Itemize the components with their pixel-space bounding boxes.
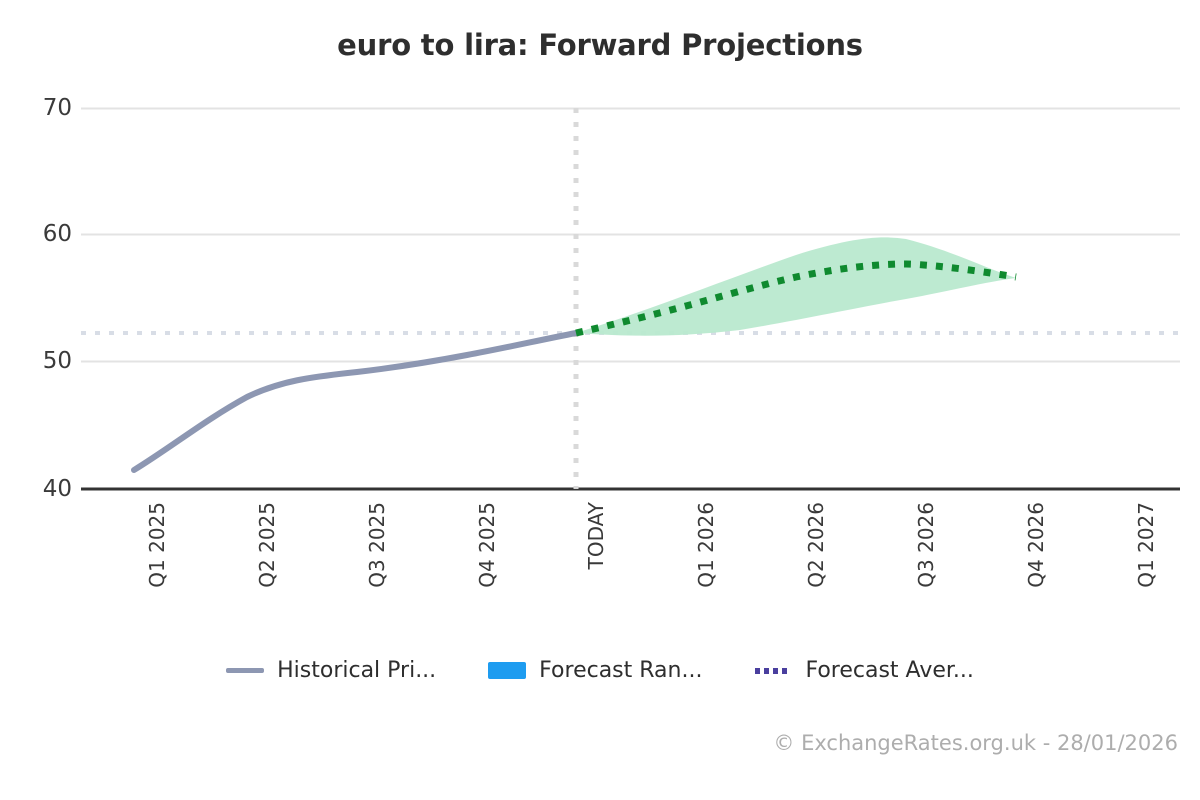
legend-line-swatch-icon — [226, 668, 265, 673]
x-tick-label-q1-2027: Q1 2027 — [1134, 502, 1158, 588]
x-tick-label-q4-2025: Q4 2025 — [475, 502, 499, 588]
forecast-range-band — [576, 237, 1016, 336]
legend-item-historical-price[interactable]: Historical Pri... — [226, 658, 436, 683]
y-tick-label-50: 50 — [42, 348, 72, 374]
x-tick-label-q2-2026: Q2 2026 — [804, 502, 828, 588]
y-gridlines — [81, 107, 1180, 363]
legend-label-forecast-average: Forecast Aver... — [805, 658, 974, 683]
legend-patch-swatch-icon — [488, 662, 527, 679]
chart-legend: Historical Pri... Forecast Ran... Foreca… — [0, 658, 1200, 683]
forecast-average-line — [575, 260, 1017, 337]
footer-credit: © ExchangeRates.org.uk - 28/01/2026 — [773, 731, 1178, 755]
y-tick-label-70: 70 — [42, 95, 72, 121]
legend-item-forecast-range[interactable]: Forecast Ran... — [488, 658, 702, 683]
historical-price-line — [131, 330, 579, 473]
x-tick-label-q1-2026: Q1 2026 — [694, 502, 718, 588]
x-tick-label-q3-2025: Q3 2025 — [365, 502, 389, 588]
x-tick-label-q1-2025: Q1 2025 — [145, 502, 169, 588]
x-tick-label-q4-2026: Q4 2026 — [1024, 502, 1048, 588]
x-tick-label-today: TODAY — [584, 502, 608, 570]
legend-dotted-swatch-icon — [755, 667, 792, 674]
x-tick-label-q3-2026: Q3 2026 — [914, 502, 938, 588]
y-tick-label-40: 40 — [42, 476, 72, 502]
x-tick-label-q2-2025: Q2 2025 — [255, 502, 279, 588]
legend-item-forecast-average[interactable]: Forecast Aver... — [754, 658, 974, 683]
chart-title: euro to lira: Forward Projections — [337, 28, 863, 62]
y-tick-label-60: 60 — [42, 221, 72, 247]
legend-label-forecast-range: Forecast Ran... — [539, 658, 703, 683]
legend-label-historical-price: Historical Pri... — [277, 658, 437, 683]
